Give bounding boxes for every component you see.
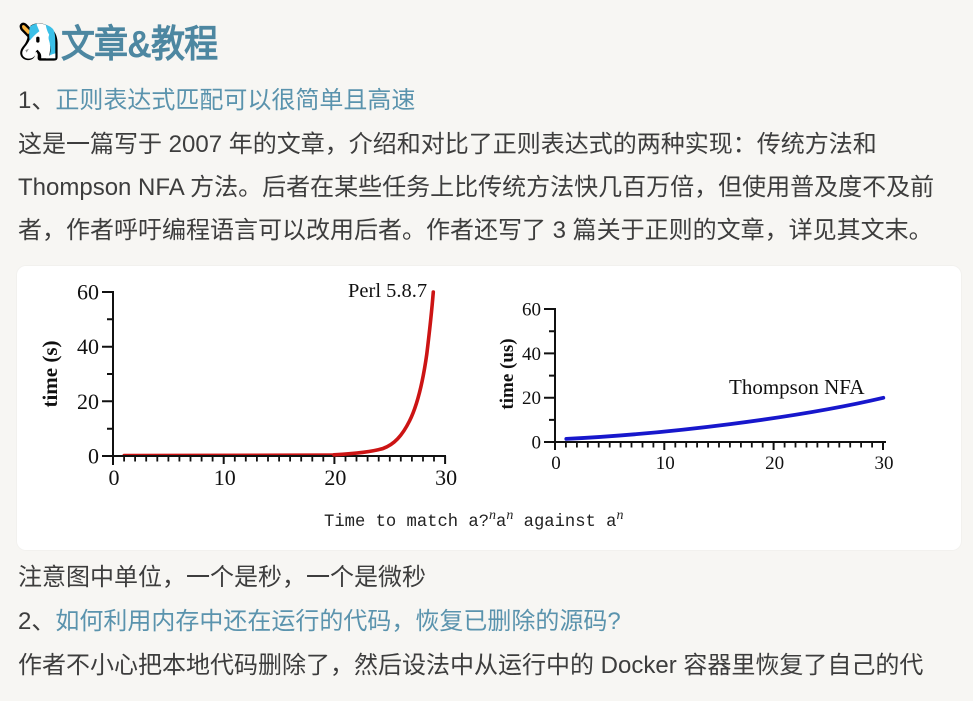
svg-text:Thompson NFA: Thompson NFA <box>729 375 865 399</box>
svg-text:0: 0 <box>551 453 561 474</box>
svg-text:0: 0 <box>88 444 99 469</box>
svg-text:Perl 5.8.7: Perl 5.8.7 <box>348 280 427 302</box>
svg-text:20: 20 <box>765 453 784 474</box>
svg-text:20: 20 <box>324 465 346 490</box>
svg-text:20: 20 <box>522 388 541 409</box>
svg-text:30: 30 <box>875 453 894 474</box>
svg-text:60: 60 <box>522 300 541 321</box>
svg-text:60: 60 <box>77 280 99 305</box>
svg-text:10: 10 <box>214 465 236 490</box>
svg-text:time (us): time (us) <box>497 338 518 409</box>
svg-text:0: 0 <box>532 433 542 454</box>
svg-text:time (s): time (s) <box>38 340 62 407</box>
svg-text:20: 20 <box>77 389 99 414</box>
svg-text:30: 30 <box>435 465 457 490</box>
svg-text:10: 10 <box>656 453 675 474</box>
svg-text:Time to match a?nan against an: Time to match a?nan against an <box>324 508 624 532</box>
svg-text:0: 0 <box>109 465 120 490</box>
svg-text:40: 40 <box>77 334 99 359</box>
svg-text:40: 40 <box>522 344 541 365</box>
